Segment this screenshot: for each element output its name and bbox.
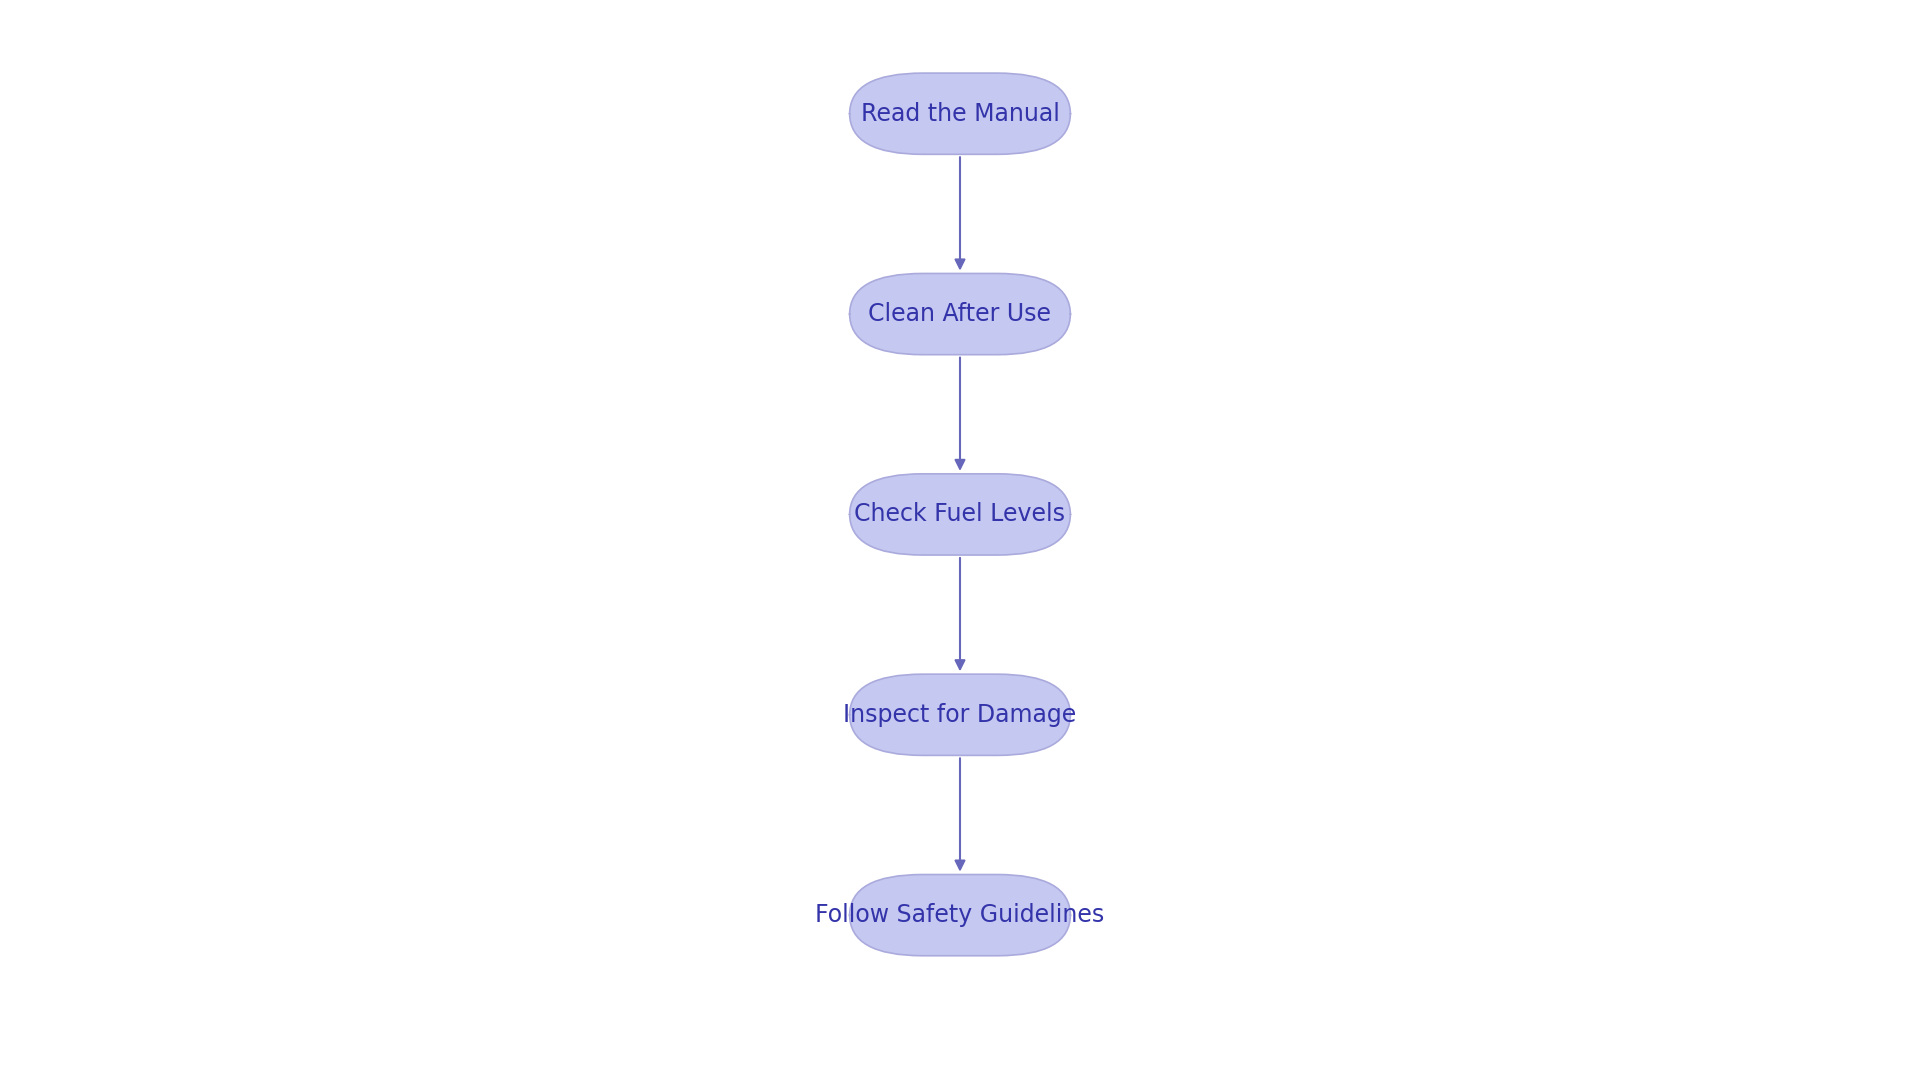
FancyBboxPatch shape bbox=[849, 875, 1071, 955]
FancyBboxPatch shape bbox=[849, 74, 1071, 155]
FancyBboxPatch shape bbox=[849, 274, 1071, 355]
Text: Clean After Use: Clean After Use bbox=[868, 302, 1052, 326]
FancyBboxPatch shape bbox=[849, 674, 1071, 755]
Text: Check Fuel Levels: Check Fuel Levels bbox=[854, 503, 1066, 526]
FancyBboxPatch shape bbox=[849, 474, 1071, 554]
Text: Read the Manual: Read the Manual bbox=[860, 102, 1060, 126]
Text: Follow Safety Guidelines: Follow Safety Guidelines bbox=[816, 903, 1104, 927]
Text: Inspect for Damage: Inspect for Damage bbox=[843, 703, 1077, 727]
